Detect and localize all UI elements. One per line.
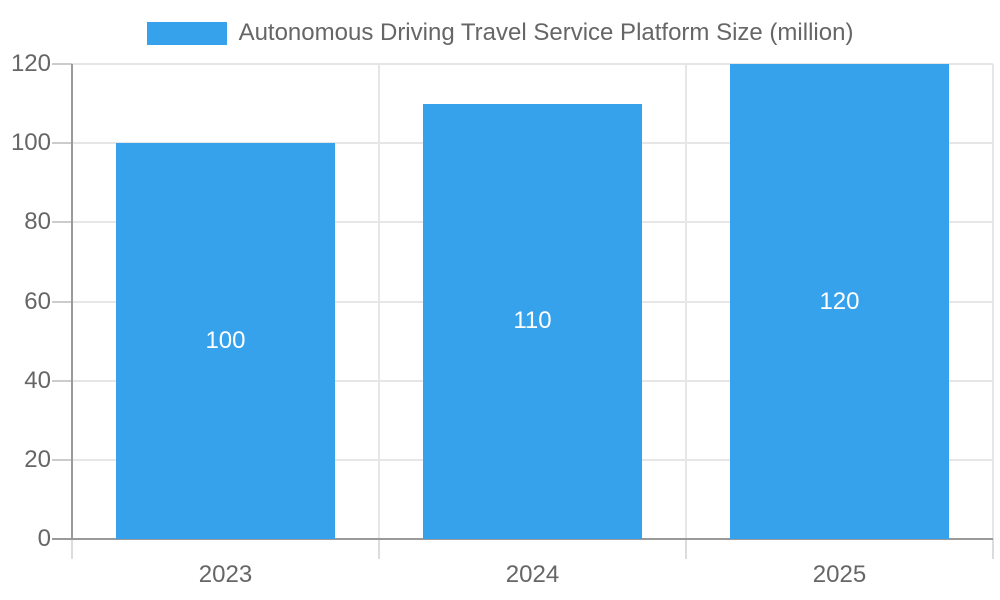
bar[interactable]: 100 xyxy=(115,143,336,539)
y-axis-label: 60 xyxy=(24,287,51,315)
y-axis-label: 0 xyxy=(37,525,51,552)
bar-value-label: 110 xyxy=(513,307,552,335)
bar-value-label: 120 xyxy=(819,287,860,315)
y-axis-tick xyxy=(52,379,72,382)
gridline-vertical xyxy=(992,64,994,539)
bar[interactable]: 110 xyxy=(422,103,643,539)
x-axis-tick xyxy=(992,539,994,559)
y-axis-tick xyxy=(52,300,72,303)
x-axis-label: 2023 xyxy=(198,561,253,588)
x-axis-label: 2025 xyxy=(812,561,867,588)
y-axis-line xyxy=(71,64,73,539)
y-axis-tick xyxy=(52,63,72,65)
x-axis-tick xyxy=(378,539,380,559)
x-axis-tick xyxy=(685,539,687,559)
x-axis-label: 2024 xyxy=(505,561,560,588)
legend-swatch-icon xyxy=(146,21,227,45)
gridline-vertical xyxy=(685,64,687,539)
y-axis-label: 80 xyxy=(24,208,51,236)
legend-item[interactable]: Autonomous Driving Travel Service Platfo… xyxy=(146,19,854,47)
gridline-horizontal xyxy=(72,63,993,65)
y-axis-tick xyxy=(52,142,72,145)
y-axis-label: 100 xyxy=(10,129,51,157)
gridline-vertical xyxy=(378,64,380,539)
y-axis-label: 20 xyxy=(24,445,51,473)
x-axis-line xyxy=(52,538,993,540)
y-axis-tick xyxy=(52,221,72,224)
bar[interactable]: 120 xyxy=(729,64,950,539)
legend: Autonomous Driving Travel Service Platfo… xyxy=(0,19,1000,47)
y-axis-tick xyxy=(52,458,72,461)
y-axis-labels: 0 20 40 60 80 100 120 xyxy=(0,51,51,552)
x-axis-labels: 2023 2024 2025 xyxy=(72,562,993,592)
y-axis-label: 120 xyxy=(10,50,51,77)
bar-value-label: 100 xyxy=(205,327,246,355)
y-axis-label: 40 xyxy=(24,366,51,394)
plot-area: 100 110 120 xyxy=(52,63,994,559)
x-axis-tick xyxy=(71,539,73,559)
legend-label: Autonomous Driving Travel Service Platfo… xyxy=(238,19,854,46)
